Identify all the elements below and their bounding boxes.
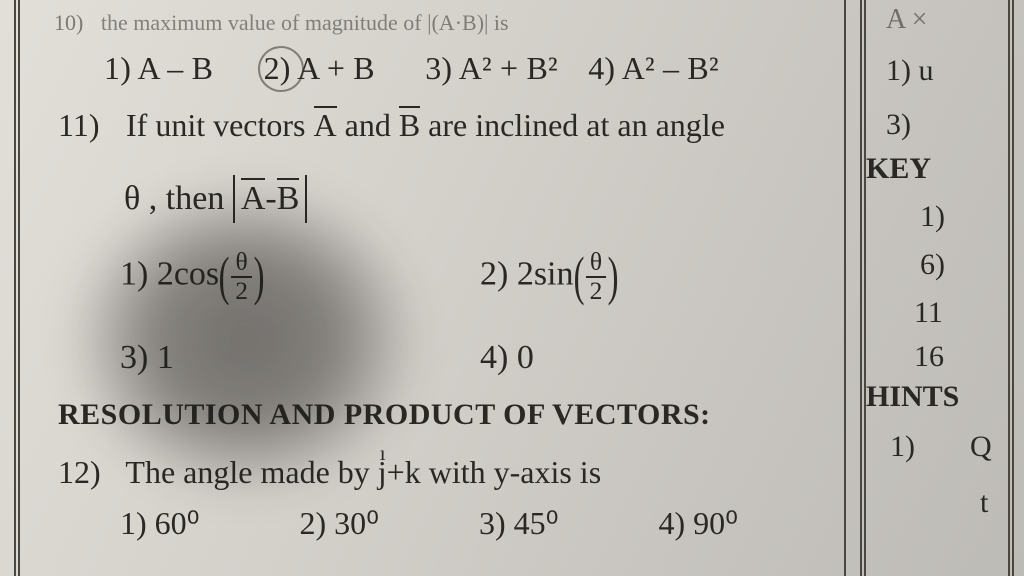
side-column: A × 1) u 3) KEY 1) 6) 11 16 HINTS 1) Q t xyxy=(880,0,1020,576)
q11-text-b: and xyxy=(345,107,399,143)
rule-line xyxy=(18,0,20,576)
q10-opt-3: 3) A² + B² xyxy=(425,50,558,86)
main-column: 10) the maximum value of magnitude of |(… xyxy=(28,0,838,576)
section-heading: RESOLUTION AND PRODUCT OF VECTORS: xyxy=(58,395,838,436)
q11-theta-line: θ , then A - B xyxy=(124,175,838,223)
q12-vector: j+k xyxy=(378,451,421,494)
key-heading: KEY xyxy=(866,152,1020,186)
side-tail: t xyxy=(980,486,1020,520)
side-top-1: A × xyxy=(886,4,1020,36)
q10-opt-4: 4) A² – B² xyxy=(588,50,719,86)
q11-number: 11) xyxy=(58,104,118,147)
q11-opt-1: 1) 2cos(θ2) xyxy=(120,249,480,305)
key-11: 11 xyxy=(914,296,1020,330)
rule-line xyxy=(844,0,846,576)
q11-opt-4: 4) 0 xyxy=(480,339,534,377)
q12-opt-4: 4) 90⁰ xyxy=(659,504,839,542)
key-6: 6) xyxy=(920,248,1020,282)
hint-1: 1) xyxy=(890,430,970,464)
q10-opt-2: 2) A + B xyxy=(264,50,375,86)
side-top-2: 1) u xyxy=(886,54,1020,88)
q11-opt-2: 2) 2sin(θ2) xyxy=(480,249,619,305)
hint-q: Q xyxy=(970,430,992,464)
page: 10) the maximum value of magnitude of |(… xyxy=(0,0,1024,576)
abs-expr: A - B xyxy=(233,175,308,223)
q12-opt-2: 2) 30⁰ xyxy=(300,504,480,542)
q12-opt-3: 3) 45⁰ xyxy=(479,504,659,542)
q12-text: The angle made by xyxy=(125,454,377,490)
q11-options-row2: 3) 1 4) 0 xyxy=(120,339,838,377)
side-top-3: 3) xyxy=(886,108,1020,142)
rule-line xyxy=(860,0,862,576)
q12-options: 1) 60⁰ 2) 30⁰ 3) 45⁰ 4) 90⁰ xyxy=(120,504,838,542)
q11-options-row1: 1) 2cos(θ2) 2) 2sin(θ2) xyxy=(120,249,838,305)
q12: 12) The angle made by j+k with y-axis is xyxy=(58,451,838,494)
q11: 11) If unit vectors A and B are inclined… xyxy=(58,104,838,147)
q10-opt-1: 1) A – B xyxy=(104,50,213,86)
vector-b: B xyxy=(399,104,420,147)
q12-number: 12) xyxy=(58,451,118,494)
vector-a: A xyxy=(314,104,337,147)
q12-tail: with y-axis is xyxy=(429,454,601,490)
q10-tail: 10) the maximum value of magnitude of |(… xyxy=(84,4,838,39)
q10-options: 1) A – B 2) A + B 3) A² + B² 4) A² – B² xyxy=(104,47,838,90)
q11-opt-3: 3) 1 xyxy=(120,339,480,377)
key-16: 16 xyxy=(914,340,1020,374)
rule-line xyxy=(864,0,866,576)
q11-text-a: If unit vectors xyxy=(126,107,314,143)
key-1: 1) xyxy=(920,200,1020,234)
rule-line xyxy=(14,0,16,576)
q11-text-c: are inclined at an angle xyxy=(428,107,725,143)
q12-opt-1: 1) 60⁰ xyxy=(120,504,300,542)
hints-heading: HINTS xyxy=(866,380,1020,414)
